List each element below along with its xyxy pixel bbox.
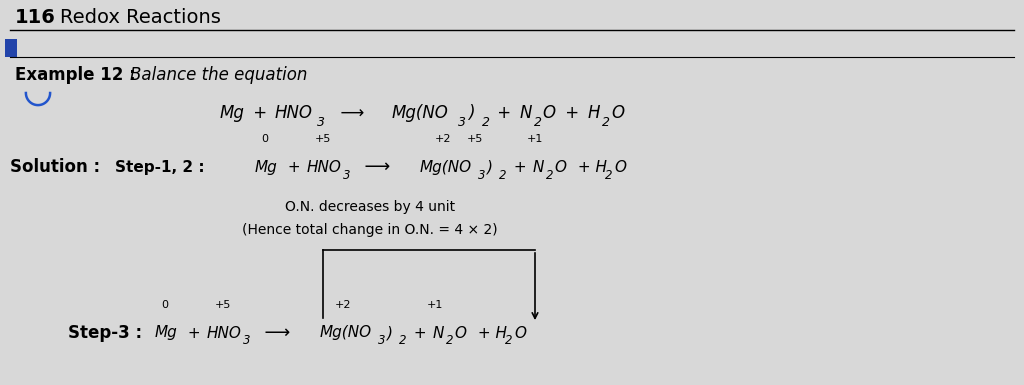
Text: 2: 2 <box>505 335 512 348</box>
Text: +5: +5 <box>467 134 483 144</box>
FancyBboxPatch shape <box>5 39 17 57</box>
Text: HNO: HNO <box>275 104 313 122</box>
Text: ⟶: ⟶ <box>253 324 302 342</box>
Text: Solution :: Solution : <box>10 158 100 176</box>
Text: Balance the equation: Balance the equation <box>130 66 307 84</box>
Text: O: O <box>454 325 466 340</box>
Text: 0: 0 <box>261 134 268 144</box>
Text: 116: 116 <box>15 7 56 27</box>
Text: Example 12 :: Example 12 : <box>15 66 141 84</box>
Text: ⟶: ⟶ <box>353 158 401 176</box>
Text: 2: 2 <box>446 335 454 348</box>
Text: 3: 3 <box>378 335 385 348</box>
Text: Mg: Mg <box>155 325 178 340</box>
Text: O: O <box>611 104 624 122</box>
Text: ): ) <box>468 104 474 122</box>
Text: 3: 3 <box>458 116 466 129</box>
Text: H: H <box>588 104 600 122</box>
Text: 3: 3 <box>317 116 325 129</box>
Text: Step-3 :: Step-3 : <box>68 324 147 342</box>
Text: Mg(NO: Mg(NO <box>319 325 372 340</box>
Text: 3: 3 <box>478 169 485 181</box>
Text: 3: 3 <box>343 169 350 181</box>
Text: ): ) <box>487 159 493 174</box>
Text: Step-1, 2 :: Step-1, 2 : <box>115 159 210 174</box>
Text: Redox Reactions: Redox Reactions <box>60 7 221 27</box>
Text: +: + <box>248 104 272 122</box>
Text: +: + <box>283 159 305 174</box>
Text: +5: +5 <box>314 134 331 144</box>
Text: +2: +2 <box>335 300 351 310</box>
Text: 3: 3 <box>243 335 251 348</box>
Text: 2: 2 <box>399 335 407 348</box>
Text: +1: +1 <box>526 134 543 144</box>
Text: +: + <box>183 325 206 340</box>
Text: 2: 2 <box>602 116 610 129</box>
Text: 2: 2 <box>534 116 542 129</box>
Text: +: + <box>509 159 531 174</box>
Text: 2: 2 <box>546 169 554 181</box>
Text: +: + <box>409 325 431 340</box>
Text: Mg: Mg <box>220 104 245 122</box>
Text: N: N <box>520 104 532 122</box>
Text: 0: 0 <box>162 300 169 310</box>
Text: +5: +5 <box>215 300 231 310</box>
Text: +: + <box>492 104 516 122</box>
Text: O: O <box>554 159 566 174</box>
Text: N: N <box>433 325 444 340</box>
Text: HNO: HNO <box>307 159 342 174</box>
Text: ⟶: ⟶ <box>330 104 375 122</box>
Text: Mg(NO: Mg(NO <box>392 104 449 122</box>
Text: + H: + H <box>573 159 607 174</box>
Text: O.N. decreases by 4 unit: O.N. decreases by 4 unit <box>285 200 455 214</box>
Text: (Hence total change in O.N. = 4 × 2): (Hence total change in O.N. = 4 × 2) <box>243 223 498 237</box>
Text: O: O <box>542 104 555 122</box>
Text: 2: 2 <box>605 169 612 181</box>
Text: +2: +2 <box>435 134 452 144</box>
Text: Mg(NO: Mg(NO <box>420 159 472 174</box>
Text: N: N <box>534 159 545 174</box>
Text: O: O <box>614 159 626 174</box>
Text: + H: + H <box>473 325 507 340</box>
Text: +1: +1 <box>427 300 443 310</box>
Text: O: O <box>514 325 526 340</box>
Text: ): ) <box>387 325 393 340</box>
Text: HNO: HNO <box>207 325 242 340</box>
Text: 2: 2 <box>482 116 490 129</box>
Text: 2: 2 <box>499 169 507 181</box>
Text: +: + <box>560 104 585 122</box>
Text: Mg: Mg <box>255 159 278 174</box>
